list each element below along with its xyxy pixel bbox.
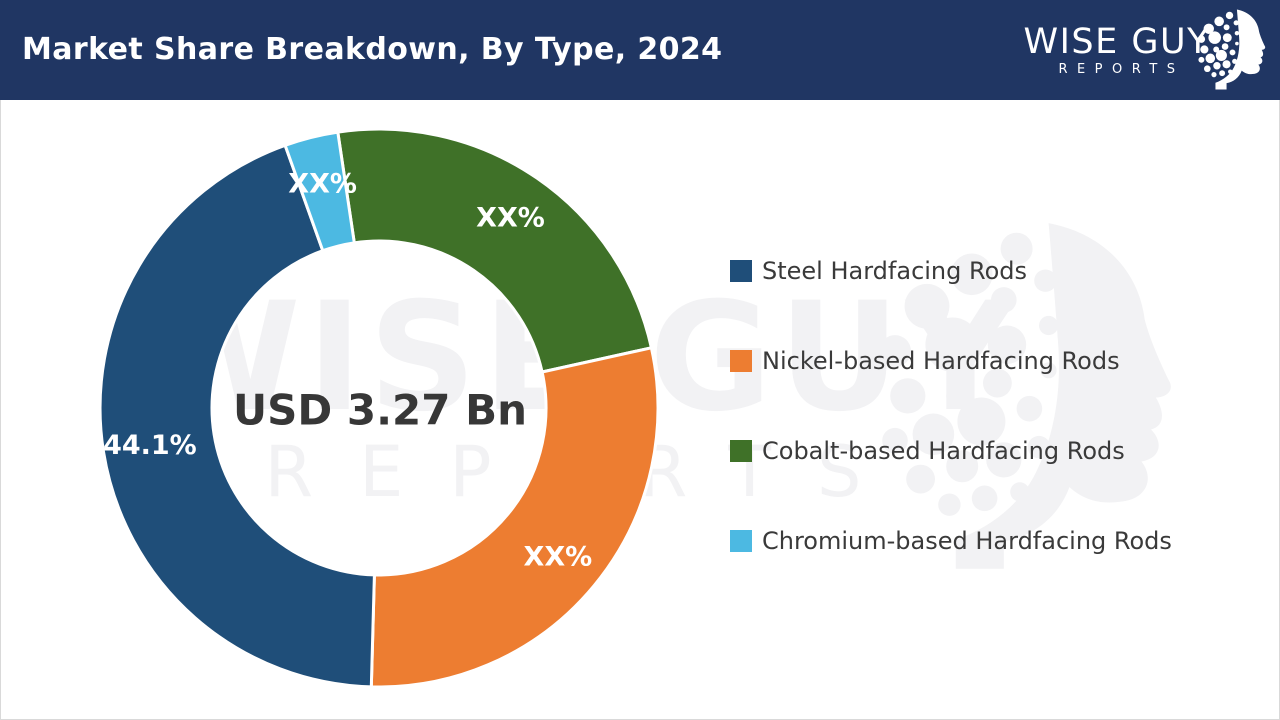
legend-swatch-steel [730, 260, 752, 282]
donut-chart: XX% XX% 44.1% XX% [99, 127, 659, 689]
donut-slice-cobalt-based-hardfacing-rods [336, 127, 653, 374]
legend-label-chromium: Chromium-based Hardfacing Rods [762, 527, 1172, 555]
donut-slice-chromium-based-hardfacing-rods [283, 130, 356, 253]
chart-legend: Steel Hardfacing Rods Nickel-based Hardf… [730, 257, 1172, 620]
slice-percentage-label: XX% [288, 169, 357, 200]
donut-slice-nickel-based-hardfacing-rods [369, 346, 659, 689]
wiseguy-logo: WISE GUY REPORTS [1023, 4, 1268, 96]
legend-item-cobalt: Cobalt-based Hardfacing Rods [730, 437, 1172, 465]
legend-item-steel: Steel Hardfacing Rods [730, 257, 1172, 285]
slice-percentage-label: XX% [524, 542, 593, 573]
slice-percentage-label: 44.1% [103, 430, 197, 461]
legend-swatch-chromium [730, 530, 752, 552]
slice-percentage-label: XX% [476, 203, 545, 234]
legend-item-chromium: Chromium-based Hardfacing Rods [730, 527, 1172, 555]
logo-line2: REPORTS [1058, 62, 1185, 77]
legend-item-nickel: Nickel-based Hardfacing Rods [730, 347, 1172, 375]
legend-label-nickel: Nickel-based Hardfacing Rods [762, 347, 1120, 375]
logo-wordmark: WISE GUY REPORTS [1023, 23, 1210, 77]
legend-label-steel: Steel Hardfacing Rods [762, 257, 1028, 285]
page-title: Market Share Breakdown, By Type, 2024 [22, 31, 723, 67]
logo-head-icon [1197, 9, 1266, 90]
chart-center-value: USD 3.27 Bn [233, 385, 527, 435]
legend-swatch-cobalt [730, 440, 752, 462]
logo-line1: WISE GUY [1023, 22, 1210, 62]
legend-swatch-nickel [730, 350, 752, 372]
chart-area: WISE GUY REPORTS XX%XX%44.1%XX% USD 3.27… [0, 100, 1280, 720]
donut-slice-steel-hardfacing-rods [99, 143, 376, 689]
header-bar: Market Share Breakdown, By Type, 2024 WI… [0, 0, 1280, 100]
legend-label-cobalt: Cobalt-based Hardfacing Rods [762, 437, 1125, 465]
